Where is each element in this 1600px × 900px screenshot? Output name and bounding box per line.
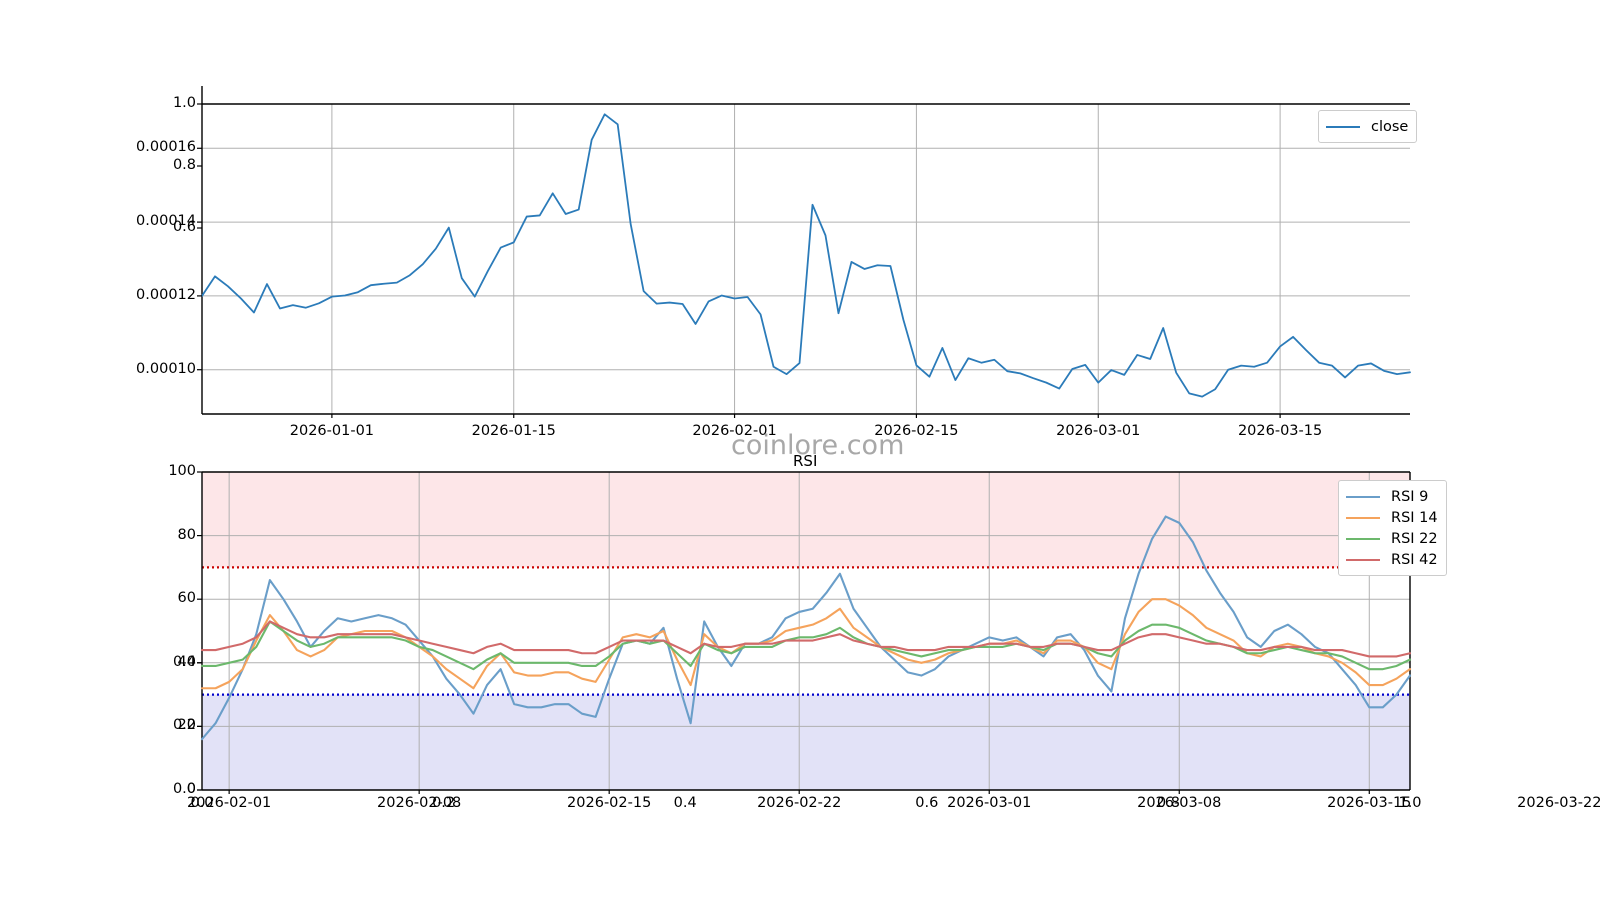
rsi-x-tick-label: 2026-03-08 <box>1137 795 1222 811</box>
rsi-legend: RSI 9 RSI 14 RSI 22 RSI 42 <box>1338 480 1447 576</box>
price-y-tick-label: 0.00014 <box>136 213 196 230</box>
price-legend: close <box>1318 110 1418 143</box>
rsi-y-tick-label: 20 <box>177 717 196 734</box>
legend-label: RSI 42 <box>1391 551 1438 568</box>
rsi-y-overlay-tick-label: 0.4 <box>172 653 196 670</box>
price-x-tick-label: 2026-02-15 <box>874 423 959 439</box>
price-plot-svg <box>197 86 1411 418</box>
legend-label: RSI 22 <box>1391 530 1438 547</box>
legend-swatch-icon <box>1326 125 1360 128</box>
rsi-line-rsi-42 <box>200 620 1412 658</box>
legend-swatch-icon <box>1346 516 1380 519</box>
legend-swatch-icon <box>1346 537 1380 540</box>
rsi-y-overlay-tick-label: 0.2 <box>172 717 196 734</box>
rsi-plot-svg <box>197 471 1412 794</box>
rsi-x-overlay-tick-label: 0.0 <box>190 795 214 811</box>
rsi-overbought-band <box>202 472 1410 568</box>
legend-item[interactable]: RSI 9 <box>1346 486 1438 507</box>
rsi-x-tick-label: 2026-02-01 <box>187 795 272 811</box>
legend-swatch-icon <box>1346 558 1380 561</box>
legend-swatch-icon <box>1346 495 1380 498</box>
legend-item[interactable]: close <box>1326 116 1408 137</box>
legend-item[interactable]: RSI 22 <box>1346 528 1438 549</box>
rsi-line-rsi-22 <box>200 620 1412 671</box>
legend-label: RSI 9 <box>1391 488 1429 505</box>
price-y-overlay-tick-label: 0.6 <box>172 219 196 235</box>
rsi-line-rsi-9 <box>200 515 1412 741</box>
rsi-x-overlay-tick-label: 0.4 <box>673 795 697 811</box>
price-x-tick-label: 2026-03-01 <box>1056 423 1141 439</box>
price-x-tick-label: 2026-02-01 <box>692 423 777 439</box>
rsi-y-tick-label: 100 <box>168 463 196 479</box>
rsi-x-tick-label: 2026-02-15 <box>567 795 652 811</box>
watermark: coinlore.com <box>731 430 905 461</box>
rsi-x-overlay-tick-label: 0.8 <box>1156 795 1180 811</box>
legend-item[interactable]: RSI 14 <box>1346 507 1438 528</box>
rsi-x-overlay-tick-label: 1.0 <box>1398 795 1422 811</box>
rsi-x-overlay-tick-label: 0.2 <box>432 795 456 811</box>
rsi-x-tick-label: 2026-02-22 <box>757 795 842 811</box>
rsi-chart-panel <box>197 471 1412 794</box>
price-x-tick-label: 2026-03-15 <box>1237 423 1323 439</box>
rsi-y-tick-label: 80 <box>177 526 196 543</box>
rsi-y-overlay-tick-label: 0.0 <box>172 781 196 797</box>
rsi-x-tick-label: 2026-03-22 <box>1517 795 1600 811</box>
price-x-tick-label: 2026-01-01 <box>289 423 375 439</box>
rsi-x-tick-label: 2026-03-01 <box>947 795 1032 811</box>
price-y-overlay-tick-label: 0.8 <box>172 157 196 173</box>
price-chart-panel <box>197 86 1411 418</box>
rsi-y-tick-label: 60 <box>177 590 196 607</box>
price-y-tick-label: 0.00012 <box>136 286 196 303</box>
price-x-tick-label: 2026-01-15 <box>471 423 556 439</box>
legend-label: RSI 14 <box>1391 509 1438 526</box>
rsi-y-tick-label: 40 <box>177 653 196 670</box>
rsi-x-tick-label: 2026-02-08 <box>377 795 462 811</box>
rsi-y-tick-label: 0 <box>186 781 196 797</box>
price-y-tick-label: 0.00010 <box>136 360 196 377</box>
price-y-tick-label: 0.00016 <box>136 139 196 156</box>
close-price-line <box>201 113 1411 398</box>
rsi-panel-title: RSI <box>793 452 818 470</box>
legend-item[interactable]: RSI 42 <box>1346 549 1438 570</box>
price-y-overlay-tick-label: 1.0 <box>172 95 196 111</box>
rsi-x-overlay-tick-label: 0.6 <box>915 795 939 811</box>
legend-label: close <box>1371 118 1409 135</box>
rsi-x-tick-label: 2026-03-15 <box>1327 795 1412 811</box>
rsi-oversold-band <box>202 694 1410 790</box>
rsi-line-rsi-14 <box>200 598 1412 690</box>
